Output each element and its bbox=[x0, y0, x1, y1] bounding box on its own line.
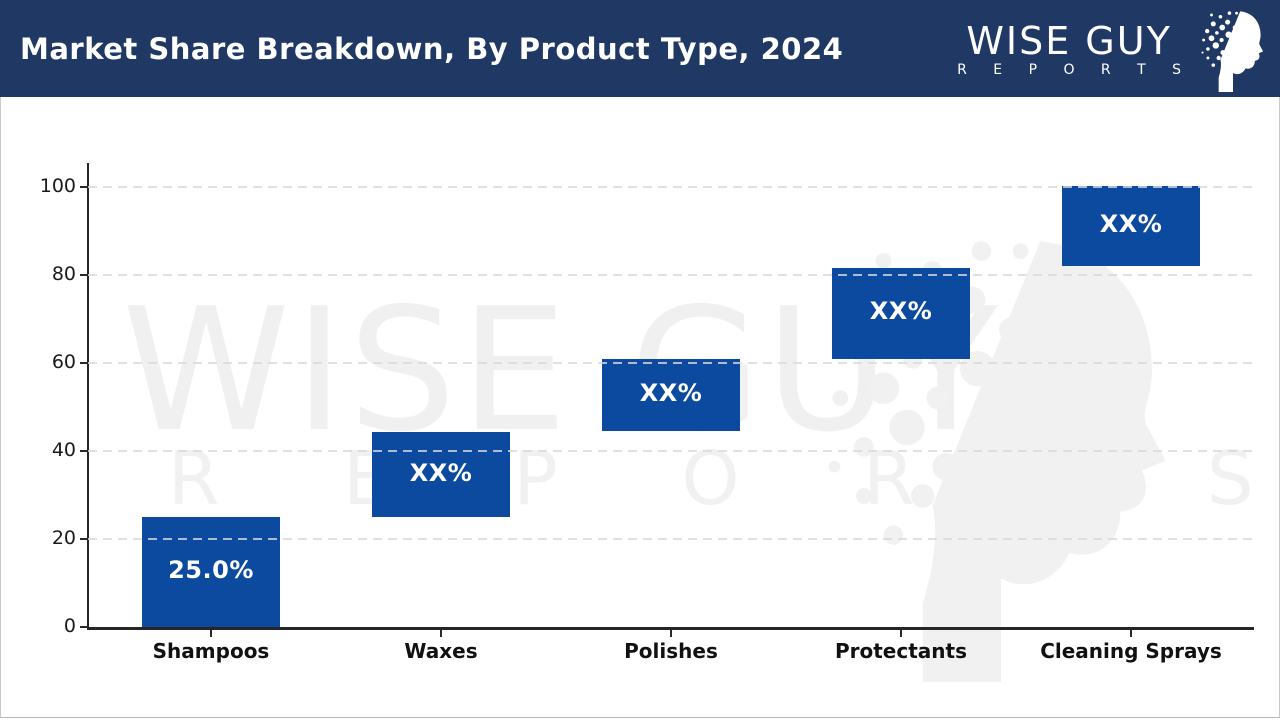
bar-protectants: XX% bbox=[832, 267, 970, 359]
bar-value-label: XX% bbox=[409, 458, 473, 487]
brand-logo-text: WISE GUY R E P O R T S bbox=[946, 21, 1192, 78]
bar-value-label: XX% bbox=[869, 297, 933, 326]
x-tick-label-cleaning-sprays: Cleaning Sprays bbox=[1040, 639, 1222, 663]
y-tick-label: 0 bbox=[63, 615, 76, 637]
x-tick-label-shampoos: Shampoos bbox=[152, 639, 270, 663]
bar-waxes: XX% bbox=[372, 432, 510, 517]
header-bar: Market Share Breakdown, By Product Type,… bbox=[0, 0, 1280, 97]
y-tick-mark bbox=[80, 186, 87, 188]
x-tick-mark bbox=[1130, 630, 1132, 637]
image-border-bottom bbox=[0, 717, 1280, 718]
gridline-y-40 bbox=[88, 450, 1253, 452]
y-tick-label: 40 bbox=[51, 439, 76, 461]
gridline-y-100 bbox=[88, 186, 1253, 188]
bar-polishes: XX% bbox=[602, 359, 740, 432]
y-tick-mark bbox=[80, 274, 87, 276]
gridline-y-80 bbox=[88, 274, 1253, 276]
brand-subname: R E P O R T S bbox=[957, 61, 1192, 78]
bar-cleaning-sprays: XX% bbox=[1062, 186, 1200, 267]
y-tick-mark bbox=[80, 626, 87, 628]
y-tick-label: 100 bbox=[39, 175, 76, 197]
x-tick-mark bbox=[210, 630, 212, 637]
x-tick-mark bbox=[670, 630, 672, 637]
y-tick-label: 60 bbox=[51, 351, 76, 373]
brand-name: WISE GUY bbox=[966, 18, 1172, 63]
y-tick-mark bbox=[80, 362, 87, 364]
x-tick-label-protectants: Protectants bbox=[834, 639, 967, 663]
y-tick-label: 80 bbox=[51, 263, 76, 285]
chart-title: Market Share Breakdown, By Product Type,… bbox=[20, 31, 844, 66]
x-tick-mark bbox=[900, 630, 902, 637]
x-tick-mark bbox=[440, 630, 442, 637]
bar-value-label: 25.0% bbox=[168, 556, 254, 584]
bar-value-label: XX% bbox=[1099, 210, 1163, 239]
bar-value-label: XX% bbox=[639, 379, 703, 408]
x-tick-label-waxes: Waxes bbox=[404, 639, 478, 663]
y-tick-mark bbox=[80, 538, 87, 540]
x-tick-label-polishes: Polishes bbox=[624, 639, 718, 663]
y-tick-mark bbox=[80, 450, 87, 452]
gridline-y-60 bbox=[88, 362, 1253, 364]
x-axis-line bbox=[87, 627, 1254, 630]
bar-shampoos: 25.0% bbox=[142, 517, 280, 627]
y-tick-label: 20 bbox=[51, 527, 76, 549]
y-axis-line bbox=[87, 163, 89, 630]
gridline-y-20 bbox=[88, 538, 1253, 540]
brand-logo: WISE GUY R E P O R T S bbox=[946, 6, 1270, 92]
